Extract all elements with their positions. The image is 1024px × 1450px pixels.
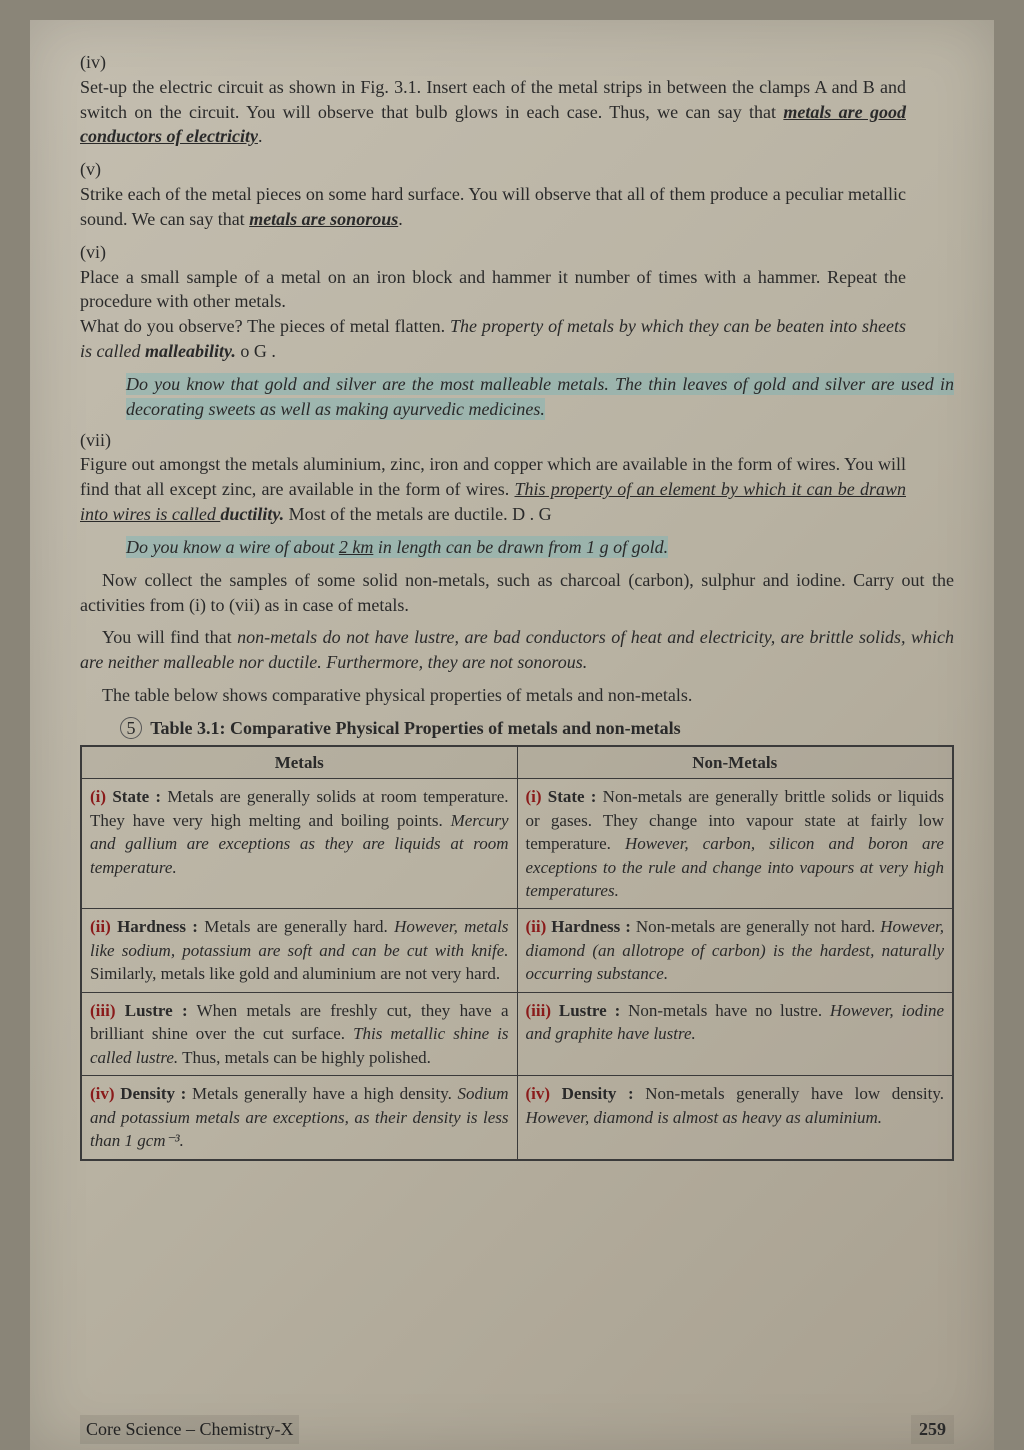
handwriting: o G . — [236, 341, 276, 361]
underlined-phrase: metals are sonorous — [249, 209, 398, 229]
highlighted-note-2: Do you know a wire of about 2 km in leng… — [126, 535, 954, 560]
metals-cell: (i) State : Metals are generally solids … — [81, 779, 517, 909]
handwriting: D . G — [512, 504, 552, 524]
title-text: Table 3.1: Comparative Physical Properti… — [150, 718, 680, 738]
nonmetals-cell: (i) State : Non-metals are generally bri… — [517, 779, 953, 909]
table-row: (ii) Hardness : Metals are generally har… — [81, 909, 953, 992]
text: You will find that — [102, 627, 237, 647]
item-text: Figure out amongst the metals aluminium,… — [80, 452, 906, 526]
text: Strike each of the metal pieces on some … — [80, 184, 906, 229]
text: Most of the metals are ductile. — [284, 504, 512, 524]
paragraph-2: You will find that non-metals do not hav… — [80, 625, 954, 675]
paragraph-3: The table below shows comparative physic… — [80, 683, 954, 708]
item-v: (v) Strike each of the metal pieces on s… — [80, 157, 954, 231]
page-footer: Core Science – Chemistry-X 259 — [80, 1415, 954, 1444]
underlined: 2 km — [339, 537, 374, 557]
col-header-nonmetals: Non-Metals — [517, 746, 953, 779]
item-text: Strike each of the metal pieces on some … — [80, 182, 906, 232]
item-iv: (iv) Set-up the electric circuit as show… — [80, 50, 954, 149]
bold-word: malleability. — [145, 341, 236, 361]
item-number: (v) — [80, 157, 124, 182]
item-number: (iv) — [80, 50, 124, 75]
text: . — [258, 126, 263, 146]
table-row: (i) State : Metals are generally solids … — [81, 779, 953, 909]
table-title: 5 Table 3.1: Comparative Physical Proper… — [120, 716, 954, 741]
highlighted-text: Do you know a wire of about 2 km in leng… — [126, 536, 668, 558]
item-text: Place a small sample of a metal on an ir… — [80, 265, 906, 364]
metals-cell: (iv) Density : Metals generally have a h… — [81, 1076, 517, 1160]
item-number: (vii) — [80, 428, 124, 453]
text: in length can be drawn from 1 g of gold. — [373, 537, 668, 557]
text: Place a small sample of a metal on an ir… — [80, 267, 906, 312]
page-number: 259 — [911, 1415, 954, 1444]
metals-cell: (iii) Lustre : When metals are freshly c… — [81, 992, 517, 1075]
text: Do you know a wire of about — [126, 537, 339, 557]
highlighted-text: Do you know that gold and silver are the… — [126, 373, 954, 420]
bold-word: ductility. — [220, 504, 284, 524]
nonmetals-cell: (ii) Hardness : Non-metals are generally… — [517, 909, 953, 992]
text: . — [398, 209, 403, 229]
metals-cell: (ii) Hardness : Metals are generally har… — [81, 909, 517, 992]
highlighted-note-1: Do you know that gold and silver are the… — [126, 372, 954, 422]
item-vi: (vi) Place a small sample of a metal on … — [80, 240, 954, 364]
circled-number: 5 — [120, 717, 142, 739]
properties-table: Metals Non-Metals (i) State : Metals are… — [80, 745, 954, 1161]
item-number: (vi) — [80, 240, 124, 265]
text: What do you observe? The pieces of metal… — [80, 316, 450, 336]
col-header-metals: Metals — [81, 746, 517, 779]
nonmetals-cell: (iii) Lustre : Non-metals have no lustre… — [517, 992, 953, 1075]
nonmetals-cell: (iv) Density : Non-metals generally have… — [517, 1076, 953, 1160]
item-vii: (vii) Figure out amongst the metals alum… — [80, 428, 954, 527]
table-row: (iv) Density : Metals generally have a h… — [81, 1076, 953, 1160]
book-title: Core Science – Chemistry-X — [80, 1415, 299, 1444]
item-text: Set-up the electric circuit as shown in … — [80, 75, 906, 149]
paragraph-1: Now collect the samples of some solid no… — [80, 568, 954, 618]
table-row: (iii) Lustre : When metals are freshly c… — [81, 992, 953, 1075]
textbook-page: (iv) Set-up the electric circuit as show… — [30, 20, 994, 1450]
